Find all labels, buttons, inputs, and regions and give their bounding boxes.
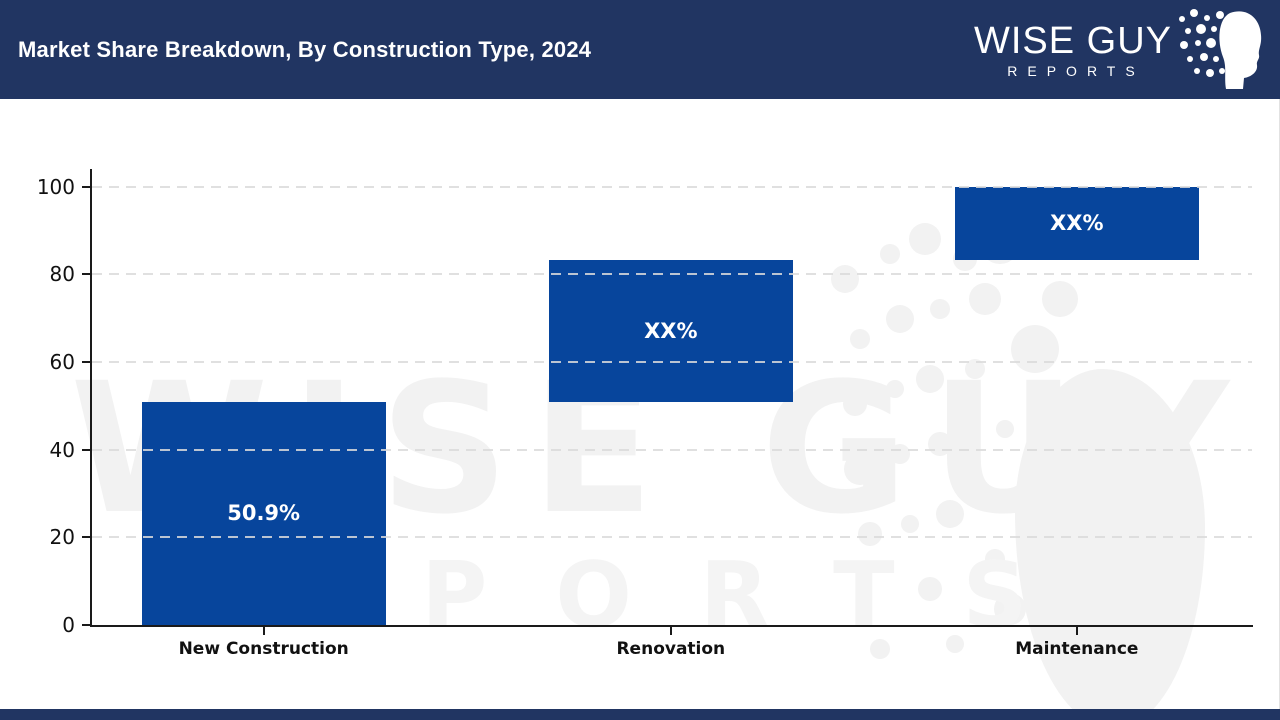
y-tick-mark-20	[82, 536, 90, 539]
gridline-100	[92, 185, 1252, 188]
y-tick-mark-40	[82, 448, 90, 451]
x-tick-mark-1	[262, 627, 265, 635]
footer-bar	[0, 709, 1280, 720]
x-category-label: Renovation	[616, 639, 726, 659]
y-tick-label-60: 60	[49, 349, 75, 374]
watermark-dot	[870, 639, 890, 659]
y-axis-line	[90, 169, 92, 627]
y-tick-label-20: 20	[49, 525, 75, 550]
gridline-20	[92, 536, 1252, 539]
bar-value-label: 50.9%	[227, 501, 301, 526]
bar-renovation: XX%	[548, 260, 793, 402]
y-tick-label-40: 40	[49, 437, 75, 462]
bar-value-label: XX%	[644, 318, 698, 343]
x-category-label: Maintenance	[1015, 639, 1139, 659]
y-tick-mark-0	[82, 624, 90, 626]
face-profile-icon	[1174, 5, 1266, 95]
x-category-label: New Construction	[178, 639, 349, 659]
logo-text: WISE GUY REPORTS	[974, 22, 1172, 78]
x-tick-mark-3	[1075, 627, 1078, 635]
x-axis-line	[90, 625, 1253, 627]
page-title: Market Share Breakdown, By Construction …	[18, 36, 592, 62]
header-bar: Market Share Breakdown, By Construction …	[0, 0, 1280, 99]
y-tick-mark-60	[82, 360, 90, 363]
bar-maintenance: XX%	[954, 186, 1199, 261]
plot-area: 50.9% XX% XX%	[92, 169, 1252, 625]
y-tick-label-100: 100	[36, 174, 75, 199]
gridline-80	[92, 273, 1252, 276]
logo-subtitle: REPORTS	[1007, 62, 1145, 79]
gridline-60	[92, 360, 1252, 363]
x-tick-mark-2	[669, 627, 672, 635]
y-tick-label-80: 80	[49, 262, 75, 287]
bar-value-label: XX%	[1050, 211, 1104, 236]
y-tick-mark-80	[82, 273, 90, 276]
bar-new-construction: 50.9%	[141, 401, 386, 625]
wise-guy-logo: WISE GUY REPORTS	[974, 5, 1266, 95]
y-tick-mark-100	[82, 185, 90, 188]
logo-wordmark: WISE GUY	[973, 19, 1172, 62]
gridline-40	[92, 448, 1252, 451]
y-tick-label-0: 0	[62, 613, 75, 637]
